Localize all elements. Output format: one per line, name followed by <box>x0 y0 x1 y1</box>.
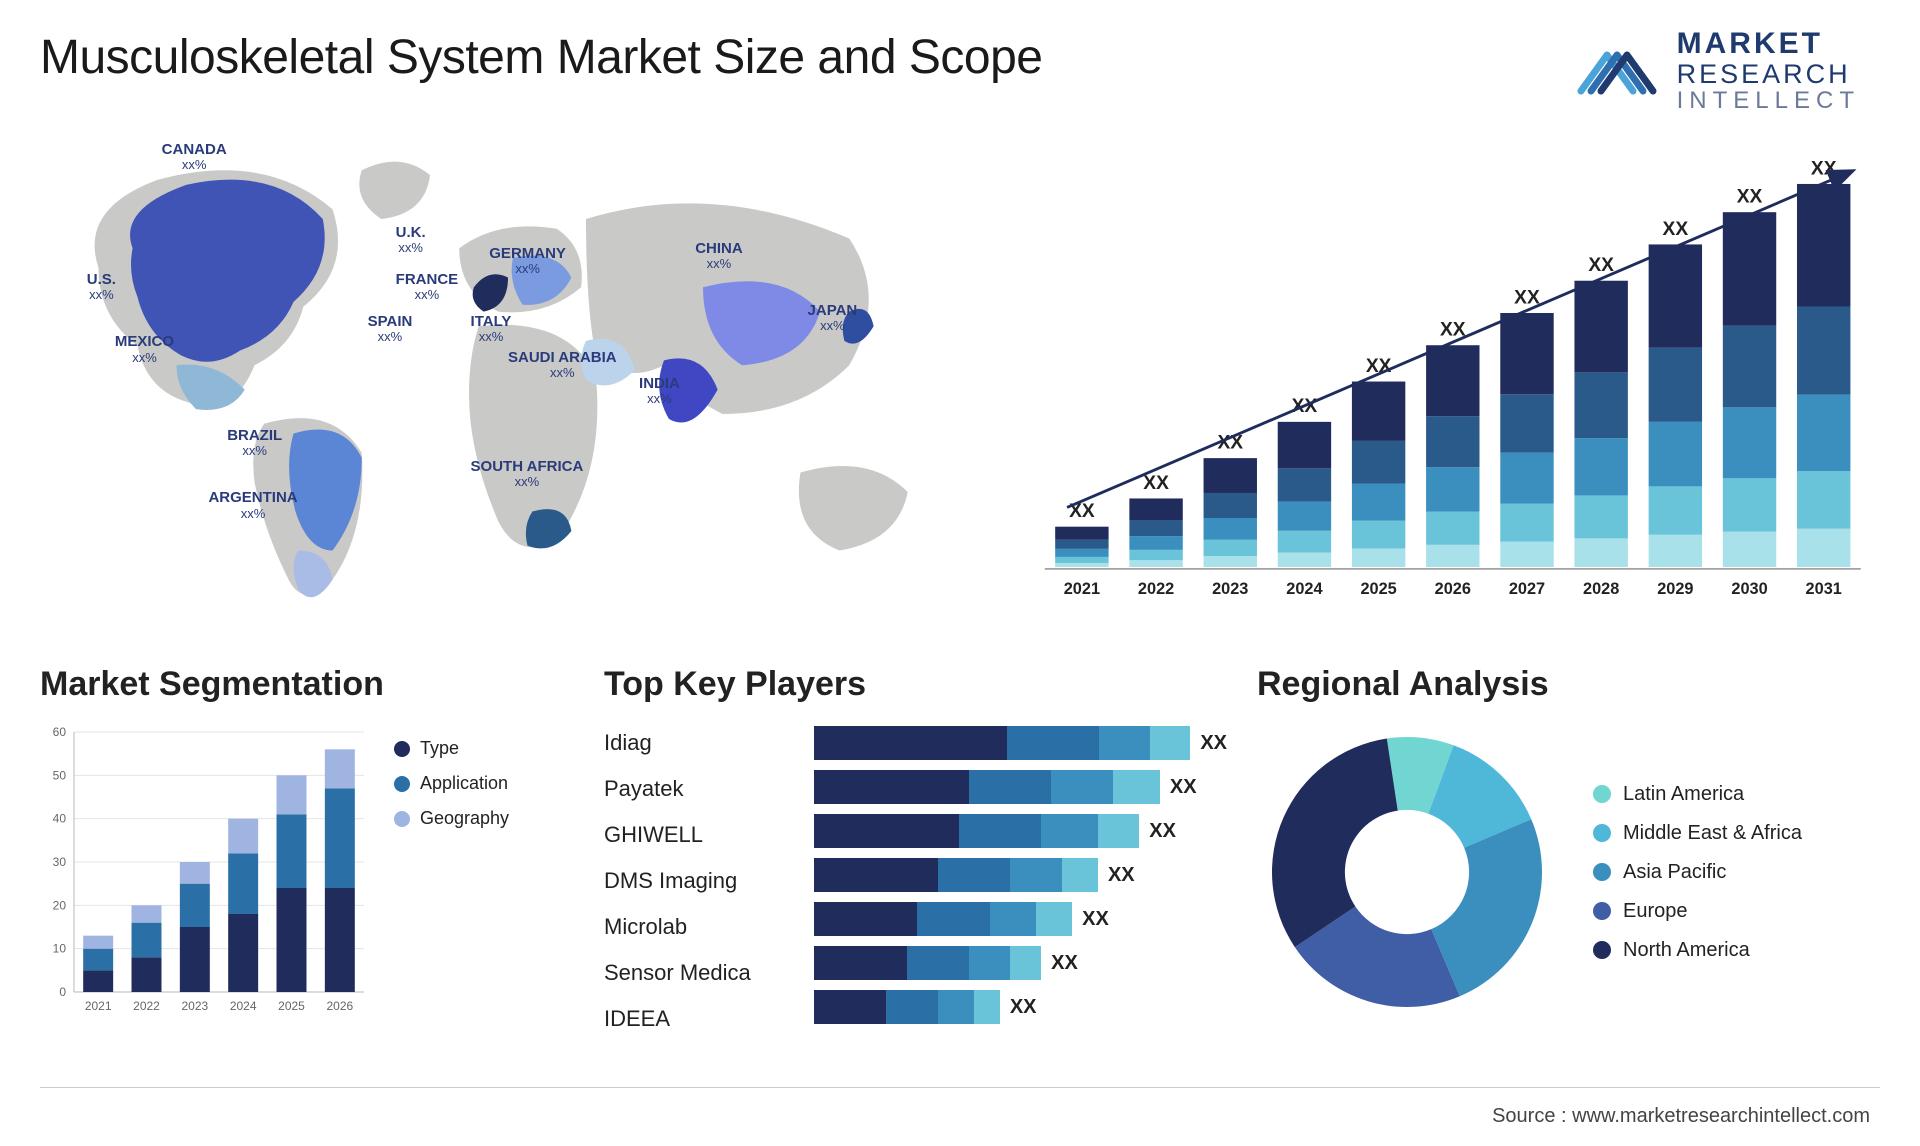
regional-legend-item: Latin America <box>1593 783 1802 806</box>
map-label: INDIAxx% <box>639 375 680 407</box>
regional-legend: Latin America Middle East & Africa Asia Pa… <box>1593 783 1802 962</box>
svg-text:XX: XX <box>1143 473 1169 494</box>
segmentation-chart: 0 10 20 30 40 50 60 2021 2022 2023 2024 2025 2026 <box>40 722 370 1022</box>
footer-divider <box>40 1087 1880 1088</box>
player-name: Payatek <box>604 772 794 806</box>
brand-mark-icon <box>1577 39 1661 103</box>
map-label: MEXICOxx% <box>115 333 174 365</box>
players-title: Top Key Players <box>604 665 1227 704</box>
map-label: ARGENTINAxx% <box>208 489 297 521</box>
legend-item: Application <box>394 773 509 794</box>
svg-text:0: 0 <box>59 985 66 999</box>
player-bar-row: XX <box>814 858 1227 892</box>
legend-item: Geography <box>394 808 509 829</box>
logo-line-2: RESEARCH <box>1677 60 1860 88</box>
svg-text:2031: 2031 <box>1806 580 1842 598</box>
svg-text:60: 60 <box>53 725 67 739</box>
svg-text:40: 40 <box>53 812 67 826</box>
player-bar-row: XX <box>814 946 1227 980</box>
players-names: Idiag Payatek GHIWELL DMS Imaging Microlab Se… <box>604 722 794 1036</box>
svg-text:2028: 2028 <box>1583 580 1619 598</box>
legend-item: Type <box>394 738 509 759</box>
map-label: BRAZILxx% <box>227 427 282 459</box>
map-label: SPAINxx% <box>368 313 413 345</box>
svg-text:XX: XX <box>1663 219 1689 240</box>
regional-legend-item: Middle East & Africa <box>1593 822 1802 845</box>
map-label: FRANCExx% <box>396 271 459 303</box>
svg-text:2023: 2023 <box>1212 580 1248 598</box>
map-label: SAUDI ARABIAxx% <box>508 349 617 381</box>
player-value: XX <box>1200 732 1227 755</box>
svg-text:XX: XX <box>1217 433 1243 454</box>
logo-line-1: MARKET <box>1677 28 1860 60</box>
player-value: XX <box>1010 996 1037 1019</box>
svg-text:XX: XX <box>1811 158 1837 179</box>
player-name: IDEEA <box>604 1002 794 1036</box>
svg-text:2027: 2027 <box>1509 580 1545 598</box>
player-value: XX <box>1051 952 1078 975</box>
growth-chart-panel: XX2021XX2022XX2023XX2024XX2025XX2026XX20… <box>1016 115 1880 635</box>
map-label: U.S.xx% <box>87 271 116 303</box>
player-bar-row: XX <box>814 814 1227 848</box>
player-name: Microlab <box>604 910 794 944</box>
player-value: XX <box>1170 776 1197 799</box>
regional-legend-item: North America <box>1593 939 1802 962</box>
world-map-panel: CANADAxx% U.S.xx% MEXICOxx% BRAZILxx% ARGENT… <box>40 115 976 635</box>
player-bar-row: XX <box>814 902 1227 936</box>
map-label: SOUTH AFRICAxx% <box>471 458 584 490</box>
svg-text:2026: 2026 <box>326 999 353 1013</box>
player-value: XX <box>1082 908 1109 931</box>
growth-chart: XX2021XX2022XX2023XX2024XX2025XX2026XX20… <box>1016 115 1880 635</box>
svg-text:2022: 2022 <box>133 999 160 1013</box>
segmentation-panel: Market Segmentation 0 10 20 30 40 50 60 2021 202… <box>40 665 574 1055</box>
player-value: XX <box>1149 820 1176 843</box>
svg-text:2030: 2030 <box>1731 580 1767 598</box>
brand-logo: MARKET RESEARCH INTELLECT <box>1577 28 1860 113</box>
logo-line-3: INTELLECT <box>1677 88 1860 113</box>
player-name: GHIWELL <box>604 818 794 852</box>
svg-text:2022: 2022 <box>1138 580 1174 598</box>
svg-text:20: 20 <box>53 898 67 912</box>
regional-donut <box>1257 722 1557 1022</box>
source-line: Source : www.marketresearchintellect.com <box>1492 1105 1870 1128</box>
player-bar-row: XX <box>814 990 1227 1024</box>
svg-text:XX: XX <box>1588 255 1614 276</box>
svg-text:2029: 2029 <box>1657 580 1693 598</box>
map-label: U.K.xx% <box>396 224 426 256</box>
map-label: ITALYxx% <box>471 313 512 345</box>
svg-text:10: 10 <box>53 942 67 956</box>
svg-text:2021: 2021 <box>1064 580 1100 598</box>
player-bar-row: XX <box>814 726 1227 760</box>
svg-text:30: 30 <box>53 855 67 869</box>
players-bars: XXXXXXXXXXXXXX <box>814 722 1227 1024</box>
svg-text:2025: 2025 <box>1360 580 1396 598</box>
svg-text:2026: 2026 <box>1435 580 1471 598</box>
regional-title: Regional Analysis <box>1257 665 1880 704</box>
svg-text:XX: XX <box>1737 187 1763 208</box>
player-name: Idiag <box>604 726 794 760</box>
regional-panel: Regional Analysis Latin America Middle Ea… <box>1257 665 1880 1055</box>
player-bar-row: XX <box>814 770 1227 804</box>
player-name: DMS Imaging <box>604 864 794 898</box>
regional-legend-item: Asia Pacific <box>1593 861 1802 884</box>
svg-text:2023: 2023 <box>181 999 208 1013</box>
regional-legend-item: Europe <box>1593 900 1802 923</box>
map-label: JAPANxx% <box>808 302 858 334</box>
map-label: GERMANYxx% <box>489 245 566 277</box>
svg-text:2024: 2024 <box>1286 580 1322 598</box>
svg-text:50: 50 <box>53 768 67 782</box>
player-value: XX <box>1108 864 1135 887</box>
players-panel: Top Key Players Idiag Payatek GHIWELL DMS I… <box>604 665 1227 1055</box>
player-name: Sensor Medica <box>604 956 794 990</box>
svg-text:2025: 2025 <box>278 999 305 1013</box>
segmentation-legend: Type Application Geography <box>394 738 509 829</box>
map-label: CHINAxx% <box>695 240 743 272</box>
svg-text:2024: 2024 <box>230 999 257 1013</box>
svg-text:2021: 2021 <box>85 999 112 1013</box>
segmentation-title: Market Segmentation <box>40 665 574 704</box>
map-label: CANADAxx% <box>162 141 227 173</box>
